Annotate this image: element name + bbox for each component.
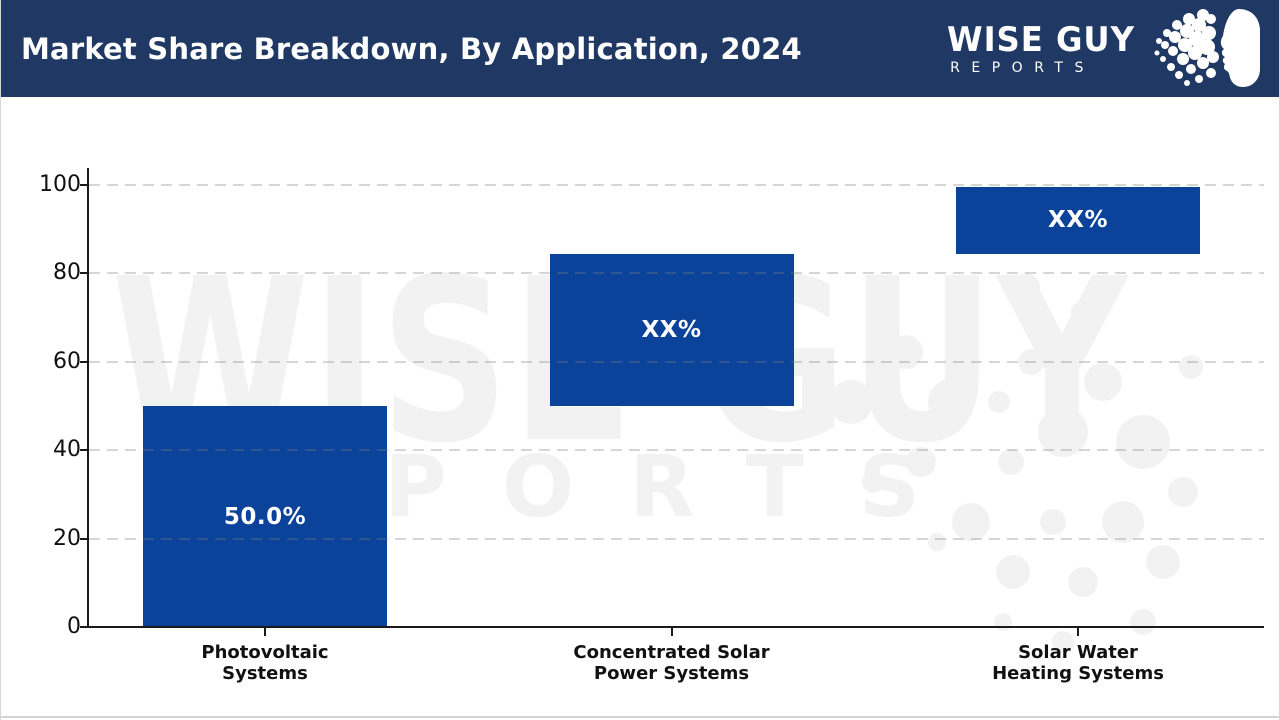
- y-tick-label: 60: [53, 348, 81, 374]
- y-tick-label: 20: [53, 525, 81, 551]
- y-tick-mark: [80, 184, 89, 186]
- y-tick-mark: [80, 360, 89, 363]
- watermark-face-dots: [829, 273, 1203, 653]
- y-gridline: [89, 537, 1264, 540]
- bar: 50.0%: [143, 406, 387, 627]
- bar-value-label: XX%: [1047, 207, 1108, 234]
- y-tick-label: 40: [53, 437, 81, 463]
- y-gridline: [89, 184, 1264, 186]
- y-gridline: [89, 272, 1264, 275]
- card-bottom-border: [1, 716, 1279, 718]
- y-tick-mark: [80, 626, 89, 628]
- x-category-label-line: Photovoltaic: [201, 642, 329, 663]
- plot-area: WISE GUY REPORTS 50.0%XX%XX%020406080100…: [1, 97, 1279, 717]
- x-tick-mark: [264, 628, 266, 636]
- logo-wordmark-block: WISE GUY REPORTS: [947, 23, 1145, 75]
- x-axis-line: [87, 626, 1264, 628]
- x-category-label: Photovoltaic Systems: [115, 642, 415, 684]
- y-tick-mark: [80, 537, 89, 540]
- y-tick-mark: [80, 272, 89, 275]
- x-category-label-line: Heating Systems: [992, 663, 1164, 684]
- x-tick-mark: [670, 628, 673, 636]
- y-tick-mark: [80, 449, 89, 452]
- bar: XX%: [549, 253, 794, 406]
- face-silhouette: [1220, 8, 1260, 87]
- wise-guy-logo: WISE GUY REPORTS: [947, 7, 1261, 91]
- x-category-label: Solar Water Heating Systems: [928, 642, 1228, 684]
- x-category-label-line: Power Systems: [593, 663, 750, 684]
- y-gridline: [89, 360, 1264, 363]
- y-tick-label: 80: [53, 260, 81, 286]
- x-category-label: Concentrated Solar Power Systems: [522, 642, 822, 684]
- bar-value-label: XX%: [641, 316, 702, 343]
- y-axis-line: [87, 168, 89, 627]
- y-tick-label: 0: [67, 614, 81, 639]
- x-category-label-line: Systems: [222, 663, 308, 684]
- chart-title: Market Share Breakdown, By Application, …: [21, 31, 802, 66]
- y-gridline: [89, 449, 1264, 452]
- y-tick-label: 100: [39, 172, 81, 197]
- x-tick-mark: [1077, 628, 1079, 636]
- dotted-face-icon: [1154, 8, 1260, 87]
- x-category-label-line: Solar Water: [1018, 642, 1138, 663]
- logo-wordmark: WISE GUY: [947, 19, 1136, 60]
- bar: XX%: [956, 187, 1200, 254]
- header-bar: Market Share Breakdown, By Application, …: [1, 0, 1279, 97]
- logo-subtitle: REPORTS: [950, 59, 1095, 76]
- bar-value-label: 50.0%: [223, 503, 307, 530]
- x-category-label-line: Concentrated Solar: [573, 642, 770, 663]
